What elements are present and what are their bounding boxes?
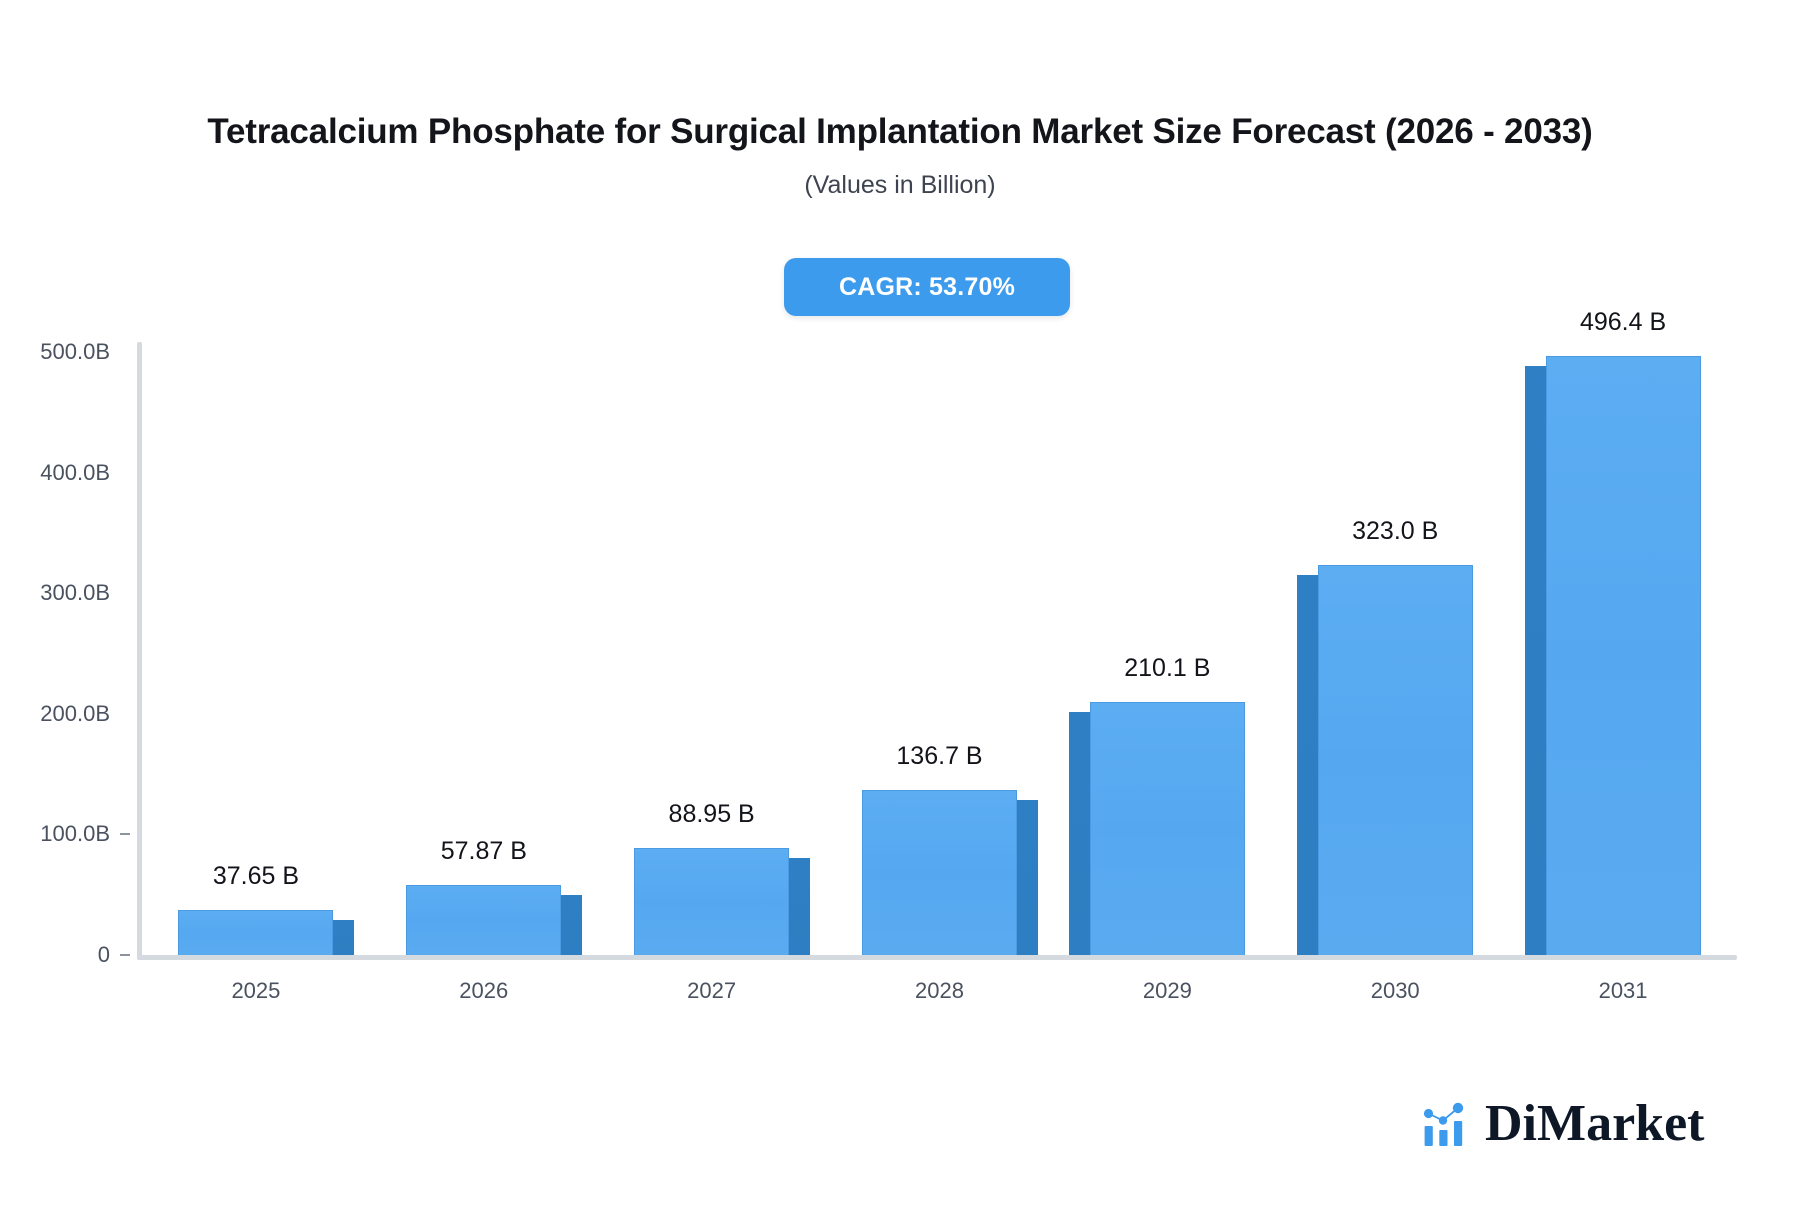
bar-value-label: 496.4 B xyxy=(1579,308,1667,337)
bar-front-face xyxy=(862,790,1017,955)
y-axis-tick-label: 200.0B xyxy=(40,700,110,726)
bar-front-face xyxy=(1317,565,1473,955)
bar-chart-icon xyxy=(1423,1102,1464,1146)
bar-front-face xyxy=(634,847,790,955)
bar-top-face xyxy=(634,839,810,848)
y-axis-line xyxy=(137,342,142,960)
x-axis-tick-label: 2028 xyxy=(915,978,964,1003)
bar-front-face xyxy=(1545,356,1701,955)
y-axis-tick-mark xyxy=(120,833,130,836)
bar-value-label: 136.7 B xyxy=(896,742,983,771)
cagr-badge-label: CAGR: 53.70% xyxy=(838,272,1016,301)
bar-side-face xyxy=(789,857,811,955)
y-axis-tick-label: 100.0B xyxy=(40,821,110,847)
bar-top-face xyxy=(1297,556,1473,565)
x-axis-tick-label: 2031 xyxy=(1598,978,1648,1003)
bar-side-face xyxy=(333,919,355,955)
chart-subtitle: (Values in Billion) xyxy=(804,171,996,200)
y-axis-tick-label: 300.0B xyxy=(40,580,110,606)
bar-value-label: 323.0 B xyxy=(1352,517,1439,546)
y-axis-tick-label: 0 xyxy=(97,942,110,967)
bar-top-face xyxy=(406,876,582,885)
bar-2025[interactable] xyxy=(178,909,355,955)
bar-side-face xyxy=(561,895,583,955)
page-title: Tetracalcium Phosphate for Surgical Impl… xyxy=(207,112,1593,151)
x-axis-tick-label: 2030 xyxy=(1370,978,1420,1003)
bar-2026[interactable] xyxy=(406,885,583,955)
x-axis-line xyxy=(137,955,1737,960)
bar-top-face xyxy=(1525,347,1701,356)
plot-area: 0 100.0B 200.0B 300.0B 400.0B 500.0B 37.65 B 5… xyxy=(0,308,1800,1003)
bar-value-label: 37.65 B xyxy=(212,861,300,890)
bar-top-face xyxy=(178,901,354,910)
x-axis-tick-label: 2029 xyxy=(1142,978,1192,1003)
logo-text: DiMarket xyxy=(1485,1095,1705,1152)
bar-front-face xyxy=(1089,701,1245,955)
x-axis-tick-label: 2027 xyxy=(687,978,737,1003)
x-axis-tick-label: 2025 xyxy=(231,978,281,1003)
bar-2028[interactable] xyxy=(862,790,1038,955)
bar-front-face xyxy=(406,885,562,955)
dimarket-logo: DiMarket xyxy=(1422,1098,1704,1150)
bar-side-face xyxy=(1068,711,1090,955)
bar-side-face xyxy=(1524,366,1546,955)
bar-value-label: 210.1 B xyxy=(1124,653,1211,682)
bar-side-face xyxy=(1296,575,1318,955)
bar-value-label: 88.95 B xyxy=(668,799,755,828)
title-block: Tetracalcium Phosphate for Surgical Impl… xyxy=(150,108,1650,200)
y-axis-tick-mark xyxy=(120,954,130,956)
bar-top-face xyxy=(862,781,1038,790)
bar-2027[interactable] xyxy=(634,847,811,955)
bar-side-face xyxy=(1017,800,1038,955)
bar-2031[interactable] xyxy=(1524,356,1701,955)
bar-front-face xyxy=(178,909,334,955)
bar-2029[interactable] xyxy=(1068,701,1245,955)
x-axis-tick-label: 2026 xyxy=(459,978,509,1003)
bar-2030[interactable] xyxy=(1296,565,1473,955)
y-axis-tick-label: 400.0B xyxy=(40,459,110,485)
y-axis-tick-label: 500.0B xyxy=(40,339,110,364)
cagr-badge: CAGR: 53.70% xyxy=(784,258,1070,316)
bar-value-label: 57.87 B xyxy=(440,837,527,866)
bar-top-face xyxy=(1069,693,1245,702)
